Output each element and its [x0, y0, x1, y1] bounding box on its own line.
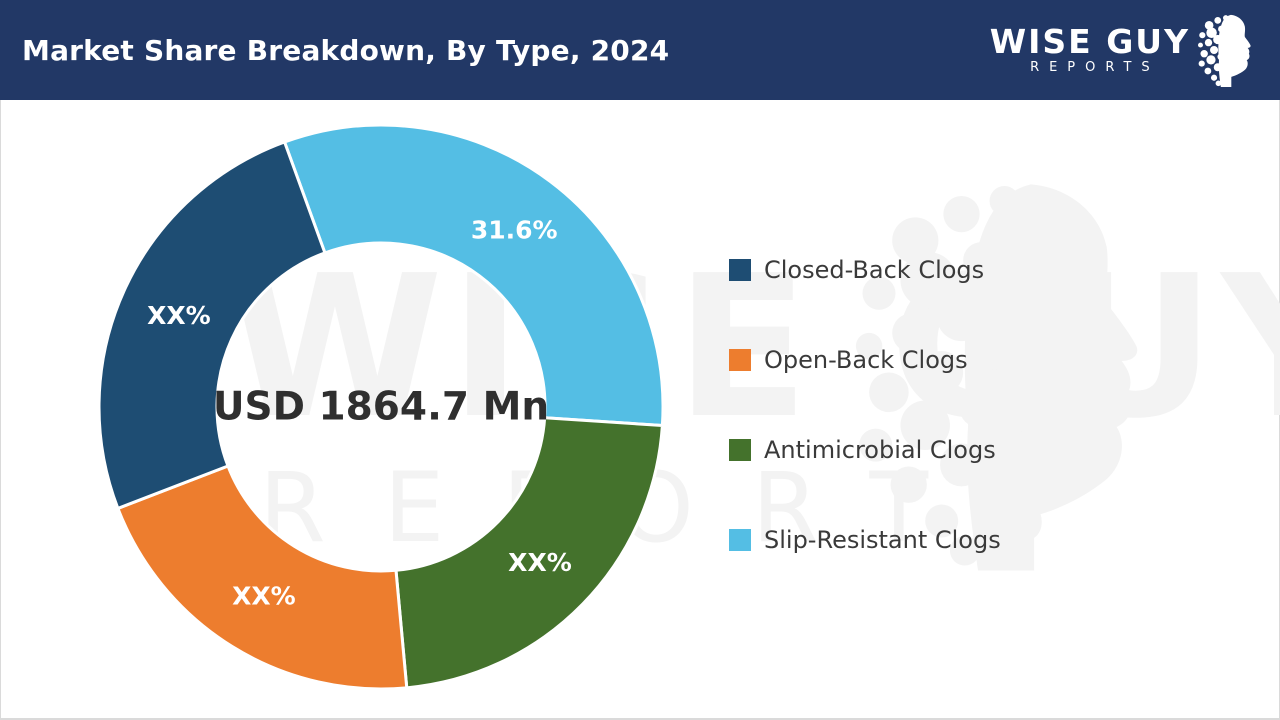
legend-label: Antimicrobial Clogs — [764, 436, 996, 464]
donut-slice-slip-resistant-clogs — [283, 123, 665, 427]
legend-swatch — [729, 439, 751, 461]
legend: Closed-Back Clogs Open-Back Clogs Antimi… — [729, 257, 1001, 617]
logo-subtitle: REPORTS — [1030, 59, 1160, 75]
legend-label: Slip-Resistant Clogs — [764, 526, 1001, 554]
logo-face-icon — [1196, 13, 1258, 87]
donut-chart: 31.6% XX% XX% XX% — [97, 123, 665, 691]
slice-value-label: XX% — [232, 582, 296, 611]
wise-guy-logo: WISE GUY REPORTS — [990, 13, 1258, 87]
slice-value-label: 31.6% — [471, 215, 558, 244]
legend-item-open-back-clogs: Open-Back Clogs — [729, 347, 1001, 373]
logo-wordmark: WISE GUY — [989, 21, 1190, 61]
legend-item-antimicrobial-clogs: Antimicrobial Clogs — [729, 437, 1001, 463]
legend-swatch — [729, 259, 751, 281]
legend-label: Closed-Back Clogs — [764, 256, 985, 284]
chart-area: WISE GUY REPORTS 31.6% XX% XX% XX% USD 1864… — [0, 100, 1280, 720]
donut-slice-antimicrobial-clogs — [394, 416, 664, 690]
header: Market Share Breakdown, By Type, 2024 WI… — [0, 0, 1280, 100]
legend-item-closed-back-clogs: Closed-Back Clogs — [729, 257, 1001, 283]
slice-value-label: XX% — [147, 301, 211, 330]
logo-text: WISE GUY REPORTS — [989, 21, 1190, 75]
slice-value-label: XX% — [508, 548, 572, 577]
page-title: Market Share Breakdown, By Type, 2024 — [22, 33, 670, 67]
legend-label: Open-Back Clogs — [764, 346, 968, 374]
donut-center-label: USD 1864.7 Mn — [212, 384, 550, 430]
legend-swatch — [729, 529, 751, 551]
donut-slice-closed-back-clogs — [97, 140, 327, 510]
legend-swatch — [729, 349, 751, 371]
legend-item-slip-resistant-clogs: Slip-Resistant Clogs — [729, 527, 1001, 553]
donut-slice-open-back-clogs — [116, 464, 409, 691]
